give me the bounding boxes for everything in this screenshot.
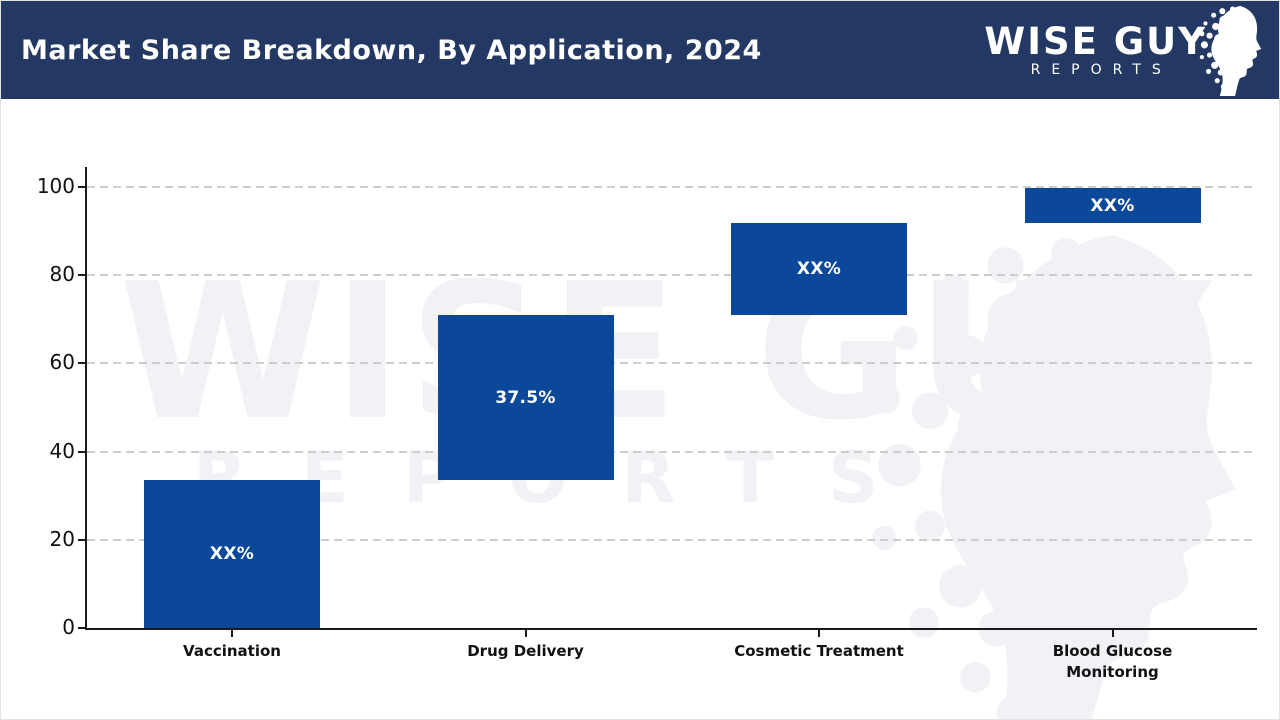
gridline [87, 362, 1257, 365]
bar-drug-delivery: 37.5% [437, 314, 614, 481]
gridline [87, 538, 1257, 541]
x-axis-category-label: Vaccination [183, 642, 281, 660]
y-axis-tick-mark [78, 274, 87, 277]
x-axis-tick-mark [1111, 629, 1114, 637]
gridline [87, 274, 1257, 277]
x-axis-tick-mark [231, 629, 233, 637]
logo-text: WISE GUY REPORTS [984, 23, 1207, 77]
y-axis-tick-mark [78, 538, 87, 541]
x-axis-category-label: Drug Delivery [467, 642, 584, 660]
y-axis-tick-label: 60 [49, 350, 75, 375]
y-axis-tick-label: 40 [49, 438, 75, 463]
x-axis-tick-mark [524, 629, 527, 637]
chart-title: Market Share Breakdown, By Application, … [21, 34, 762, 66]
gridline [87, 450, 1257, 453]
logo-wordmark: WISE GUY [984, 20, 1207, 63]
gridline [87, 186, 1257, 188]
dotted-face-logo-icon [1193, 4, 1267, 96]
y-axis-tick-label: 100 [36, 174, 75, 198]
bar-blood-glucose-monitoring: XX% [1024, 188, 1201, 224]
y-axis-tick-label: 80 [49, 262, 75, 287]
logo-subtitle: REPORTS [1030, 62, 1172, 78]
x-axis-line [85, 628, 1257, 630]
x-axis-tick-mark [818, 629, 820, 637]
y-axis-line [85, 167, 87, 630]
bar-cosmetic-treatment: XX% [731, 223, 907, 315]
x-axis-category-label: Cosmetic Treatment [734, 642, 904, 660]
y-axis-tick-mark [78, 627, 87, 629]
bar-value-label: XX% [1090, 195, 1135, 216]
bar-vaccination: XX% [144, 480, 320, 628]
bar-value-label: 37.5% [495, 387, 556, 408]
bar-value-label: XX% [796, 259, 842, 280]
y-axis-tick-mark [78, 450, 87, 453]
wise-guy-reports-logo: WISE GUY REPORTS [984, 4, 1267, 96]
y-axis-tick-label: 20 [49, 526, 75, 551]
bar-value-label: XX% [209, 544, 255, 565]
y-axis-tick-mark [78, 362, 87, 365]
x-axis-category-label: Blood Glucose Monitoring [1052, 642, 1173, 681]
y-axis-tick-label: 0 [62, 615, 75, 639]
y-axis-tick-mark [78, 186, 87, 188]
header-bar: Market Share Breakdown, By Application, … [1, 1, 1279, 99]
